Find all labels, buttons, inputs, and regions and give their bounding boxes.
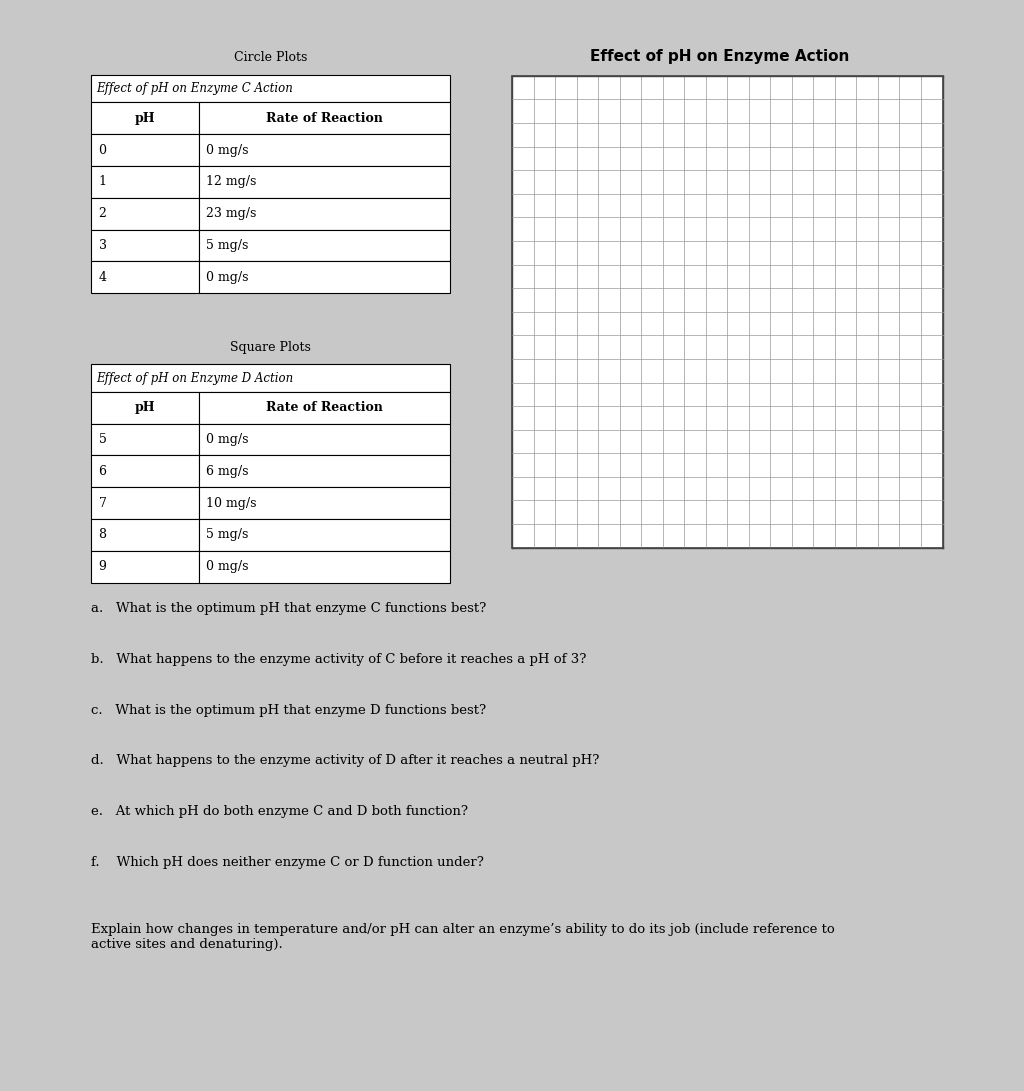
Text: 1: 1: [98, 176, 106, 189]
Bar: [199, 392, 451, 423]
Text: 12 mg/s: 12 mg/s: [207, 176, 257, 189]
Bar: [91, 74, 451, 103]
Text: Square Plots: Square Plots: [230, 340, 311, 353]
Text: pH: pH: [134, 401, 156, 415]
Bar: [91, 392, 199, 423]
Bar: [199, 423, 451, 455]
Text: 8: 8: [98, 528, 106, 541]
Bar: [91, 455, 199, 488]
Bar: [91, 134, 199, 166]
Bar: [199, 551, 451, 583]
Text: 0 mg/s: 0 mg/s: [207, 433, 249, 446]
Text: a.   What is the optimum pH that enzyme C functions best?: a. What is the optimum pH that enzyme C …: [91, 602, 486, 614]
Bar: [199, 455, 451, 488]
Bar: [199, 229, 451, 262]
Bar: [91, 423, 199, 455]
Bar: [199, 488, 451, 519]
Text: c.   What is the optimum pH that enzyme D functions best?: c. What is the optimum pH that enzyme D …: [91, 704, 486, 717]
Text: 10 mg/s: 10 mg/s: [207, 496, 257, 509]
Bar: [91, 166, 199, 197]
Bar: [199, 262, 451, 293]
Text: 0 mg/s: 0 mg/s: [207, 144, 249, 156]
Text: b.   What happens to the enzyme activity of C before it reaches a pH of 3?: b. What happens to the enzyme activity o…: [91, 652, 587, 666]
Text: Effect of pH on Enzyme Action: Effect of pH on Enzyme Action: [591, 49, 850, 64]
Text: 6 mg/s: 6 mg/s: [207, 465, 249, 478]
Text: 0 mg/s: 0 mg/s: [207, 561, 249, 573]
Text: e.   At which pH do both enzyme C and D both function?: e. At which pH do both enzyme C and D bo…: [91, 805, 468, 818]
Bar: [91, 364, 451, 392]
Text: 5 mg/s: 5 mg/s: [207, 239, 249, 252]
Bar: [91, 229, 199, 262]
Text: 5 mg/s: 5 mg/s: [207, 528, 249, 541]
Bar: [199, 103, 451, 134]
Text: 4: 4: [98, 271, 106, 284]
Text: 6: 6: [98, 465, 106, 478]
Text: 2: 2: [98, 207, 106, 220]
Bar: [91, 262, 199, 293]
Text: 7: 7: [98, 496, 106, 509]
Bar: [91, 519, 199, 551]
Text: 5: 5: [98, 433, 106, 446]
Bar: [91, 488, 199, 519]
Bar: [199, 197, 451, 229]
Text: 0 mg/s: 0 mg/s: [207, 271, 249, 284]
Text: Effect of pH on Enzyme C Action: Effect of pH on Enzyme C Action: [96, 82, 294, 95]
Bar: [512, 75, 942, 548]
Text: 3: 3: [98, 239, 106, 252]
Text: Rate of Reaction: Rate of Reaction: [266, 401, 383, 415]
Text: Circle Plots: Circle Plots: [234, 51, 307, 64]
Text: 23 mg/s: 23 mg/s: [207, 207, 257, 220]
Text: 0: 0: [98, 144, 106, 156]
Bar: [199, 166, 451, 197]
Text: f.    Which pH does neither enzyme C or D function under?: f. Which pH does neither enzyme C or D f…: [91, 856, 483, 870]
Text: Rate of Reaction: Rate of Reaction: [266, 111, 383, 124]
Bar: [91, 197, 199, 229]
Text: d.   What happens to the enzyme activity of D after it reaches a neutral pH?: d. What happens to the enzyme activity o…: [91, 755, 599, 767]
Text: Effect of pH on Enzyme D Action: Effect of pH on Enzyme D Action: [96, 372, 294, 384]
Bar: [199, 519, 451, 551]
Text: Explain how changes in temperature and/or pH can alter an enzyme’s ability to do: Explain how changes in temperature and/o…: [91, 923, 835, 951]
Bar: [91, 103, 199, 134]
Text: 9: 9: [98, 561, 106, 573]
Text: pH: pH: [134, 111, 156, 124]
Bar: [91, 551, 199, 583]
Bar: [199, 134, 451, 166]
